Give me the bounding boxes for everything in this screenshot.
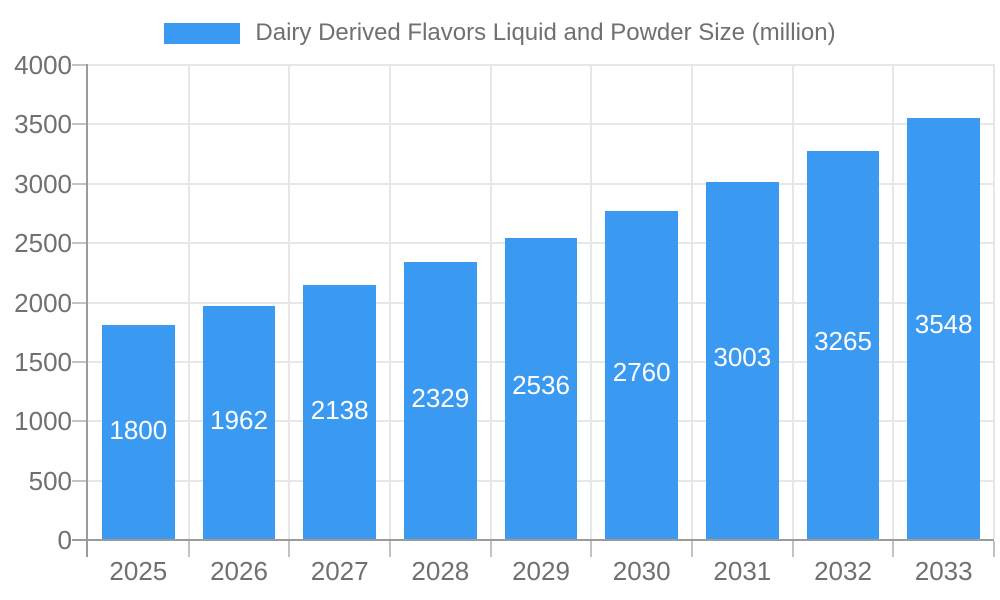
x-axis-label: 2027 — [310, 556, 369, 586]
y-axis-tick — [72, 64, 88, 66]
y-axis-line — [86, 64, 88, 557]
bar-value-label: 2536 — [512, 370, 570, 401]
y-axis-tick — [72, 301, 88, 304]
bar[interactable] — [706, 182, 779, 539]
y-axis-tick — [72, 360, 88, 363]
x-axis-tick — [993, 541, 995, 557]
y-axis-label: 500 — [28, 465, 72, 496]
legend[interactable]: Dairy Derived Flavors Liquid and Powder … — [0, 15, 1000, 51]
y-axis-label: 3500 — [14, 109, 72, 140]
h-gridline — [88, 64, 994, 66]
legend-label[interactable]: Dairy Derived Flavors Liquid and Powder … — [255, 19, 836, 46]
bar[interactable] — [907, 117, 980, 539]
x-axis-tick — [288, 541, 291, 557]
bar[interactable] — [504, 237, 578, 539]
bar-value-label: 3548 — [914, 309, 973, 340]
x-axis-tick — [590, 541, 593, 557]
y-axis-tick — [72, 242, 88, 245]
x-axis-tick — [691, 541, 693, 557]
bar-value-label: 2760 — [612, 356, 671, 387]
y-axis-label: 1000 — [14, 406, 72, 437]
bar[interactable] — [303, 285, 376, 539]
v-gridline — [892, 64, 895, 539]
x-axis-label: 2026 — [210, 556, 268, 586]
v-gridline — [993, 64, 995, 539]
bar-value-label: 3265 — [814, 326, 872, 357]
bar-value-label: 3003 — [713, 342, 772, 373]
y-axis-label: 0 — [57, 525, 72, 555]
y-axis-tick — [72, 182, 88, 185]
bar[interactable] — [202, 306, 276, 539]
bar[interactable] — [404, 262, 477, 539]
legend-swatch[interactable] — [164, 22, 241, 44]
y-axis-tick — [72, 123, 88, 126]
v-gridline — [187, 64, 190, 539]
y-axis-tick — [72, 420, 88, 423]
h-gridline — [88, 182, 994, 185]
x-axis-line — [72, 539, 994, 541]
v-gridline — [791, 64, 794, 539]
bar-value-label: 2329 — [411, 382, 470, 413]
x-axis-label: 2033 — [914, 556, 973, 586]
x-axis-tick — [389, 541, 391, 557]
x-axis-label: 2028 — [411, 556, 470, 586]
bar[interactable] — [102, 325, 175, 539]
bar-value-label: 1962 — [210, 405, 268, 436]
x-axis-label: 2032 — [814, 556, 872, 586]
y-axis-label: 4000 — [14, 50, 72, 80]
bar-value-label: 1800 — [109, 414, 168, 445]
bar[interactable] — [806, 151, 880, 539]
v-gridline — [288, 64, 291, 539]
v-gridline — [489, 64, 492, 539]
y-axis-label: 3000 — [14, 168, 72, 199]
y-axis-label: 1500 — [14, 346, 72, 377]
v-gridline — [389, 64, 391, 539]
v-gridline — [691, 64, 693, 539]
x-axis-tick — [187, 541, 190, 557]
x-axis-tick — [489, 541, 492, 557]
bar[interactable] — [605, 211, 678, 539]
x-axis-tick — [892, 541, 895, 557]
x-axis-label: 2031 — [713, 556, 772, 586]
bar-value-label: 2138 — [310, 394, 369, 425]
v-gridline — [590, 64, 593, 539]
x-axis-tick — [791, 541, 794, 557]
h-gridline — [88, 123, 994, 126]
x-axis-label: 2030 — [612, 556, 671, 586]
y-axis-label: 2000 — [14, 287, 72, 318]
y-axis-label: 2500 — [14, 228, 72, 259]
x-axis-label: 2029 — [512, 556, 570, 586]
x-axis-label: 2025 — [109, 556, 168, 586]
y-axis-tick — [72, 479, 88, 482]
